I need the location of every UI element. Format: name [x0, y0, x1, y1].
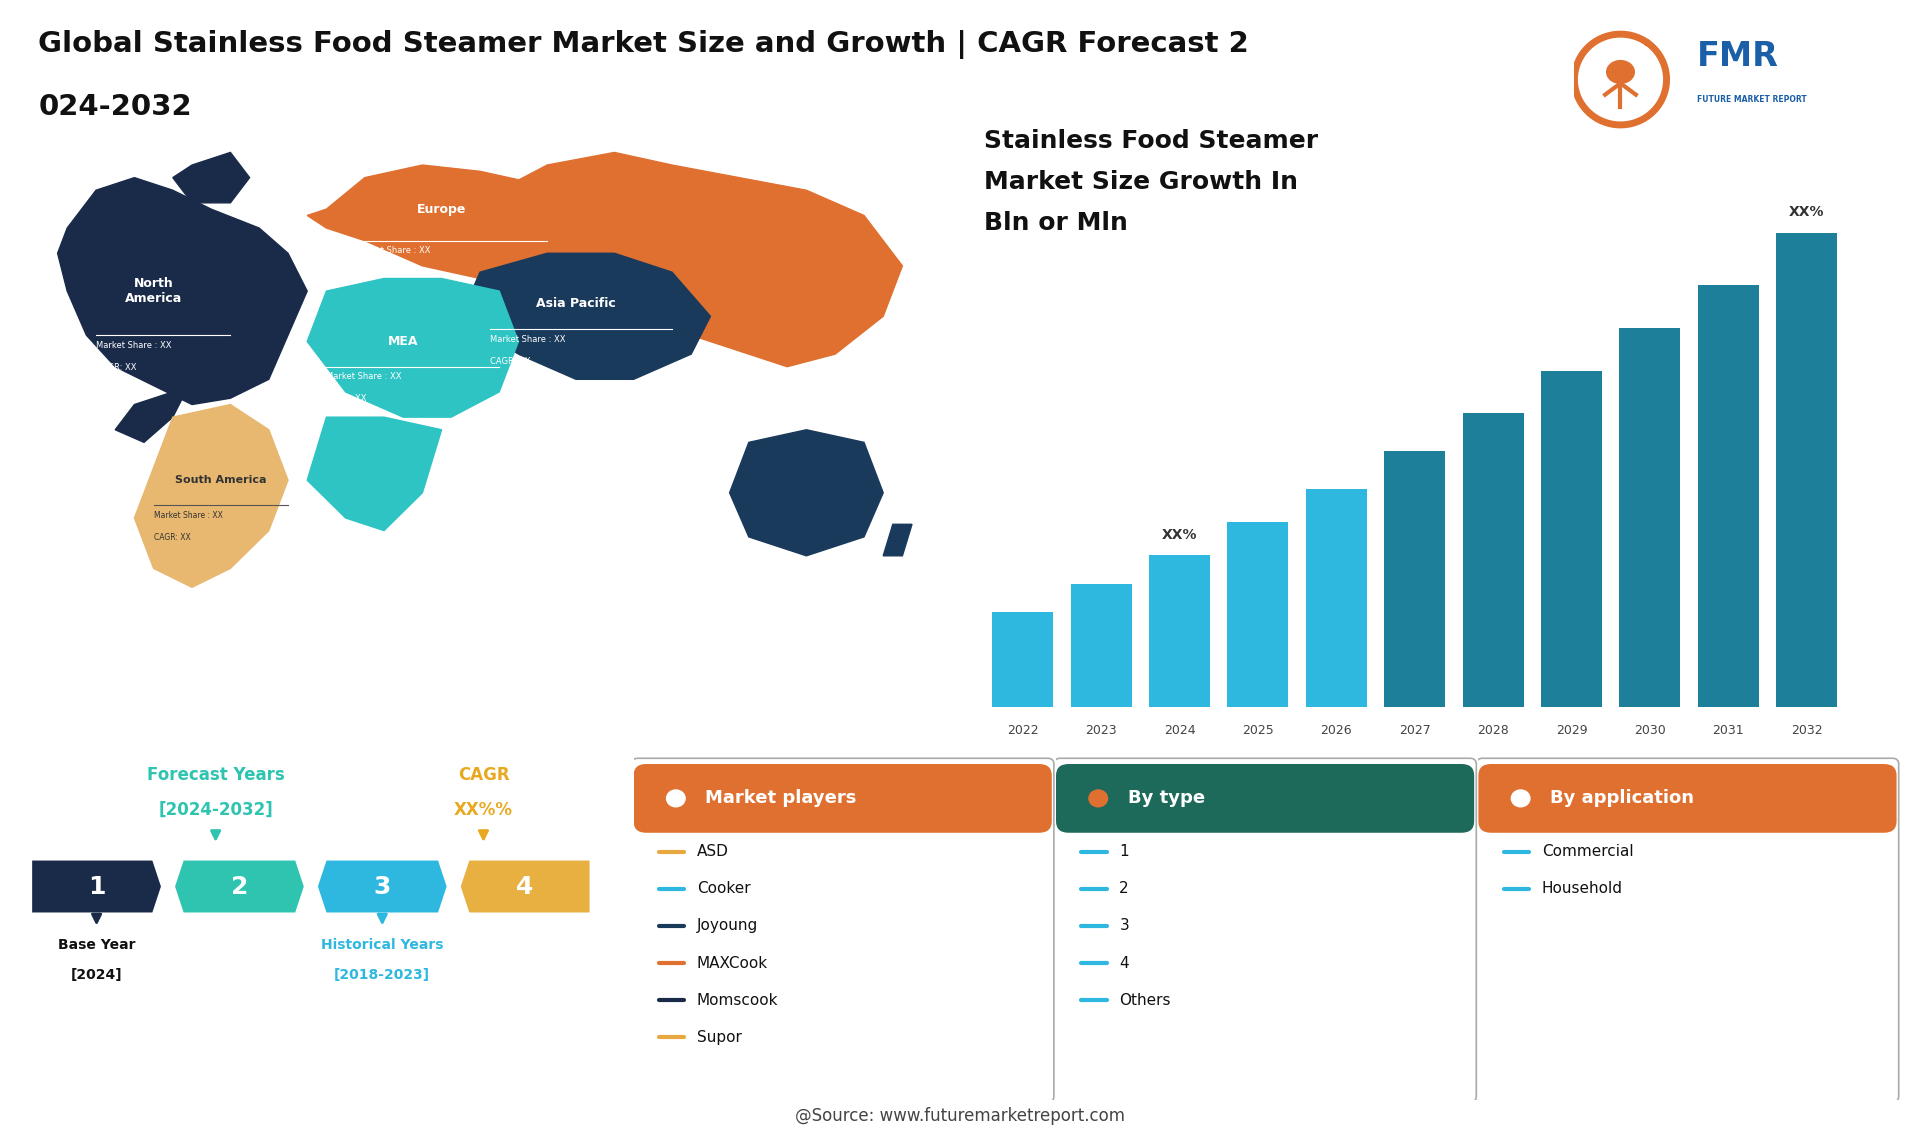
- Text: CAGR: XX: CAGR: XX: [326, 394, 367, 403]
- Text: CAGR: XX: CAGR: XX: [490, 356, 530, 366]
- Bar: [1148, 556, 1210, 707]
- Text: @Source: www.futuremarketreport.com: @Source: www.futuremarketreport.com: [795, 1107, 1125, 1125]
- Text: CAGR: XX: CAGR: XX: [96, 363, 136, 371]
- Bar: [1463, 414, 1524, 707]
- Text: XX%: XX%: [1789, 205, 1824, 220]
- Text: CAGR: CAGR: [457, 767, 509, 784]
- Bar: [1227, 523, 1288, 707]
- Text: Asia Pacific: Asia Pacific: [536, 297, 616, 311]
- Text: 3: 3: [374, 874, 392, 898]
- Bar: [993, 612, 1054, 707]
- Text: Forecast Years: Forecast Years: [146, 767, 284, 784]
- Text: By application: By application: [1549, 790, 1693, 808]
- Polygon shape: [31, 860, 161, 913]
- Bar: [1306, 489, 1367, 707]
- Circle shape: [1089, 790, 1108, 807]
- FancyBboxPatch shape: [1056, 764, 1475, 833]
- Text: 2031: 2031: [1713, 723, 1743, 737]
- Text: Others: Others: [1119, 992, 1171, 1007]
- Bar: [1697, 285, 1759, 707]
- Text: 2: 2: [1119, 881, 1129, 896]
- Polygon shape: [134, 405, 288, 587]
- Polygon shape: [730, 430, 883, 556]
- Text: Market Share : XX: Market Share : XX: [96, 340, 171, 350]
- Text: MAXCook: MAXCook: [697, 956, 768, 971]
- Polygon shape: [480, 152, 902, 367]
- Text: 2026: 2026: [1321, 723, 1352, 737]
- Text: 1: 1: [1119, 845, 1129, 860]
- Text: 3: 3: [1119, 918, 1129, 934]
- Bar: [1542, 370, 1601, 707]
- Text: 2029: 2029: [1555, 723, 1588, 737]
- Text: 2: 2: [230, 874, 248, 898]
- Polygon shape: [173, 152, 250, 203]
- Text: Market Share : XX: Market Share : XX: [490, 335, 564, 344]
- FancyBboxPatch shape: [634, 764, 1052, 833]
- Text: Momscook: Momscook: [697, 992, 778, 1007]
- Polygon shape: [461, 253, 710, 379]
- Text: South America: South America: [175, 476, 267, 485]
- Text: Market Share : XX: Market Share : XX: [326, 372, 401, 382]
- Text: Europe: Europe: [417, 203, 467, 215]
- Text: 024-2032: 024-2032: [38, 93, 192, 121]
- Polygon shape: [307, 278, 518, 417]
- Text: By type: By type: [1127, 790, 1206, 808]
- Text: 2022: 2022: [1006, 723, 1039, 737]
- Text: [2024-2032]: [2024-2032]: [157, 801, 273, 818]
- Text: [2024]: [2024]: [71, 967, 123, 982]
- Polygon shape: [459, 860, 591, 913]
- Text: Global Stainless Food Steamer Market Size and Growth | CAGR Forecast 2: Global Stainless Food Steamer Market Siz…: [38, 31, 1250, 60]
- Text: Joyoung: Joyoung: [697, 918, 758, 934]
- Circle shape: [1511, 790, 1530, 807]
- Text: Base Year: Base Year: [58, 939, 134, 952]
- Polygon shape: [115, 379, 192, 442]
- FancyBboxPatch shape: [632, 759, 1054, 1102]
- Text: MEA: MEA: [388, 335, 419, 348]
- Text: Market players: Market players: [705, 790, 856, 808]
- Polygon shape: [883, 524, 912, 556]
- Text: FMR: FMR: [1697, 40, 1780, 73]
- Text: 2025: 2025: [1242, 723, 1273, 737]
- Text: North
America: North America: [125, 277, 182, 305]
- Text: 2024: 2024: [1164, 723, 1196, 737]
- Text: 2030: 2030: [1634, 723, 1667, 737]
- FancyBboxPatch shape: [1054, 759, 1476, 1102]
- Text: 4: 4: [1119, 956, 1129, 971]
- Bar: [1776, 233, 1837, 707]
- Text: 2028: 2028: [1476, 723, 1509, 737]
- Text: 2023: 2023: [1085, 723, 1117, 737]
- Text: 2027: 2027: [1400, 723, 1430, 737]
- Text: Supor: Supor: [697, 1029, 741, 1045]
- Text: XX%: XX%: [1162, 528, 1198, 542]
- Text: Market Share : XX: Market Share : XX: [154, 511, 223, 520]
- FancyBboxPatch shape: [1476, 759, 1899, 1102]
- Text: XX%%: XX%%: [453, 801, 513, 818]
- Polygon shape: [58, 178, 307, 405]
- Text: CAGR: XX: CAGR: XX: [154, 533, 190, 542]
- Text: ASD: ASD: [697, 845, 730, 860]
- Bar: [1071, 583, 1131, 707]
- Text: FUTURE MARKET REPORT: FUTURE MARKET REPORT: [1697, 95, 1807, 104]
- Bar: [1384, 452, 1446, 707]
- Text: Stainless Food Steamer
Market Size Growth In
Bln or Mln: Stainless Food Steamer Market Size Growt…: [983, 128, 1317, 235]
- Polygon shape: [307, 417, 442, 531]
- Text: Cooker: Cooker: [697, 881, 751, 896]
- Text: Market Share : XX: Market Share : XX: [355, 246, 430, 256]
- FancyBboxPatch shape: [1478, 764, 1897, 833]
- Text: CAGR: XX: CAGR: XX: [355, 268, 396, 277]
- Text: Commercial: Commercial: [1542, 845, 1634, 860]
- Circle shape: [1607, 61, 1634, 84]
- Text: 4: 4: [516, 874, 534, 898]
- Circle shape: [666, 790, 685, 807]
- Text: 2032: 2032: [1791, 723, 1822, 737]
- Bar: [1619, 328, 1680, 707]
- Polygon shape: [175, 860, 305, 913]
- Polygon shape: [307, 165, 595, 291]
- Text: Household: Household: [1542, 881, 1622, 896]
- Text: 1: 1: [88, 874, 106, 898]
- Text: [2018-2023]: [2018-2023]: [334, 967, 430, 982]
- Polygon shape: [317, 860, 447, 913]
- Text: Historical Years: Historical Years: [321, 939, 444, 952]
